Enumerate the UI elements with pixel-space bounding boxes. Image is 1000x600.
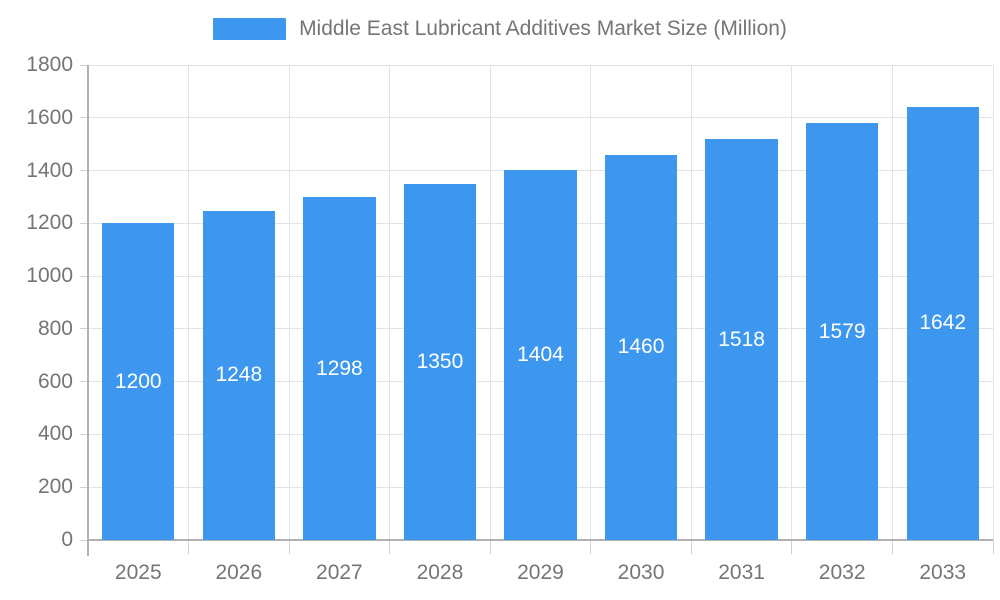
y-axis-tick-label: 800 [37,316,73,340]
y-axis-tick [80,539,88,541]
x-axis-tick [690,540,692,554]
bar[interactable]: 1298 [303,197,376,540]
y-axis-tick-label: 0 [61,528,73,551]
y-axis-tick-label: 1400 [26,158,73,182]
legend-swatch-icon [213,18,287,40]
y-axis-tick-label: 400 [37,422,73,446]
x-axis-tick-label: 2027 [316,561,363,584]
bar-value-label: 1200 [114,369,162,393]
x-axis-tick-label: 2033 [919,561,967,584]
x-axis-tick [389,540,391,554]
x-axis-tick-label: 2028 [416,561,464,584]
bar[interactable]: 1460 [604,154,678,540]
grid-line-horizontal [88,64,993,66]
bar[interactable]: 1518 [705,139,778,540]
legend-label: Middle East Lubricant Additives Market S… [299,17,787,40]
grid-line-vertical [489,65,491,540]
grid-line-vertical [188,65,190,540]
x-axis-tick-label: 2025 [114,561,162,584]
grid-line-vertical [891,65,893,540]
y-axis-tick [80,433,88,435]
chart-legend-item[interactable]: Middle East Lubricant Additives Market S… [0,17,1000,41]
y-axis-tick [80,117,88,119]
x-axis-tick [891,540,893,554]
y-axis-tick [80,222,88,224]
x-axis-line [88,539,993,541]
y-axis-tick-label: 600 [37,369,73,393]
x-axis-tick [188,540,190,554]
y-axis-tick [80,64,88,66]
y-axis-line [87,65,89,556]
bar[interactable]: 1248 [202,210,276,540]
bar-value-label: 1404 [517,342,564,366]
x-axis-tick [489,540,491,554]
y-axis-tick [80,275,88,277]
grid-line-horizontal [88,117,993,119]
x-axis-tick-label: 2029 [517,561,564,584]
y-axis-tick [80,170,88,172]
bar[interactable]: 1642 [906,106,979,540]
y-axis-tick [80,381,88,383]
y-axis-tick-label: 1200 [26,211,73,235]
bar[interactable]: 1200 [102,223,175,540]
y-axis-tick [80,486,88,488]
bar[interactable]: 1404 [504,169,577,540]
grid-line-vertical [791,65,793,540]
x-axis-tick-label: 2030 [617,561,665,584]
y-axis-tick-label: 1800 [26,53,73,76]
bar[interactable]: 1579 [805,123,879,540]
x-axis-tick [288,540,290,554]
y-axis-tick-label: 1600 [26,105,73,129]
bar-value-label: 1350 [416,349,464,373]
y-axis-tick-label: 200 [37,475,73,499]
grid-line-vertical [288,65,290,540]
x-axis-tick-label: 2031 [718,561,765,584]
x-axis-tick [590,540,592,554]
grid-line-vertical [590,65,592,540]
grid-line-vertical [690,65,692,540]
grid-line-vertical [389,65,391,540]
y-axis-tick [80,328,88,330]
bar[interactable]: 1350 [403,183,477,540]
x-axis-tick [992,540,994,554]
x-axis-tick-label: 2032 [818,561,866,584]
bar-value-label: 1298 [316,356,363,380]
bar-value-label: 1642 [919,311,967,335]
grid-line-vertical [992,65,994,540]
bar-value-label: 1518 [718,327,765,351]
bar-value-label: 1248 [215,363,263,387]
bar-value-label: 1460 [617,335,665,359]
x-axis-tick [791,540,793,554]
x-axis-tick-label: 2026 [215,561,263,584]
bar-value-label: 1579 [818,319,866,343]
y-axis-tick-label: 1000 [26,264,73,288]
